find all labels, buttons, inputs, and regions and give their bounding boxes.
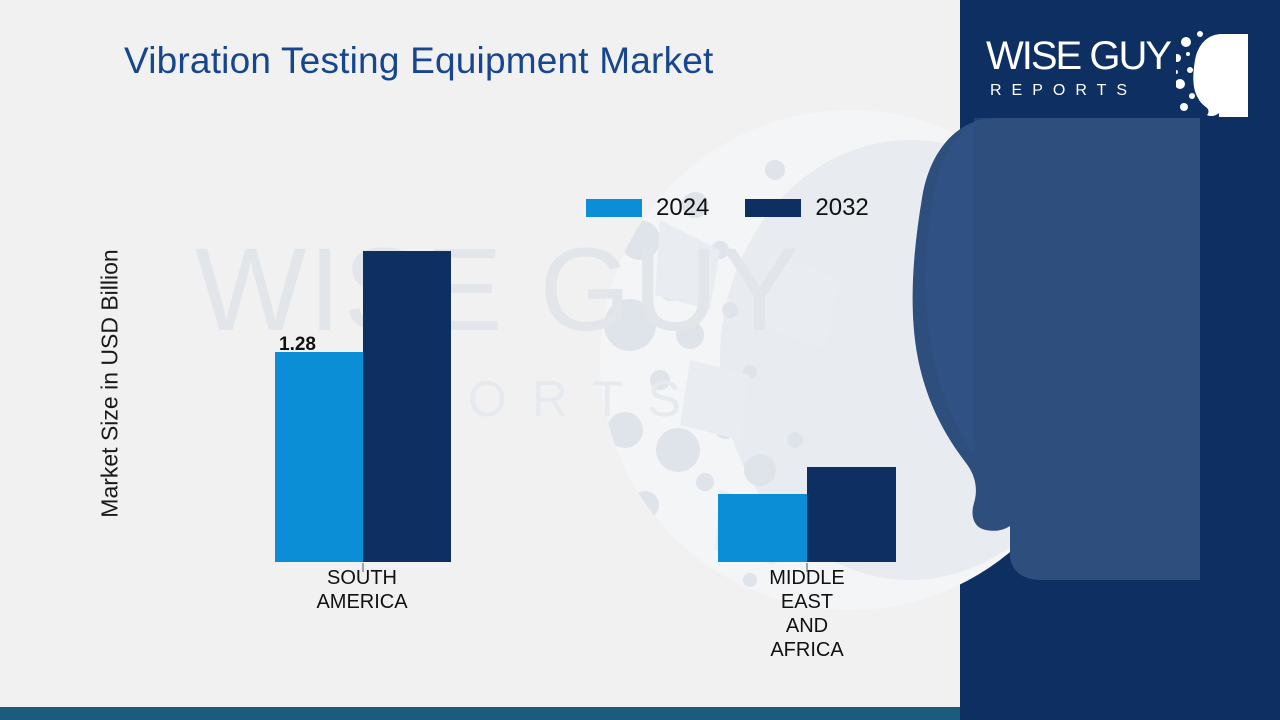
x-tick-south-america (362, 563, 364, 572)
footer-accent-bar (0, 707, 960, 720)
logo-wordmark: WISE GUY (986, 34, 1172, 78)
page-title: Vibration Testing Equipment Market (124, 40, 714, 81)
head-profile-icon (912, 118, 1200, 580)
chart-legend: 2024 2032 (586, 194, 869, 222)
x-category-line: SOUTH (327, 567, 397, 589)
logo-tagline: REPORTS (990, 82, 1138, 99)
legend-swatch-2024 (586, 199, 642, 217)
logo: WISE GUY REPORTS (980, 28, 1272, 120)
x-category-line: AMERICA (316, 591, 408, 613)
legend-item-2032[interactable]: 2032 (745, 194, 869, 222)
x-category-line: AND (785, 615, 829, 637)
bar-south-america-2032 (363, 251, 451, 562)
legend-label-2032: 2032 (815, 194, 869, 221)
legend-swatch-2032 (745, 199, 802, 217)
legend-item-2024[interactable]: 2024 (586, 194, 709, 222)
x-category-label-south-america: SOUTH AMERICA (292, 566, 432, 614)
legend-label-2024: 2024 (656, 194, 710, 221)
bar-label-south-america-2024: 1.28 (279, 334, 316, 355)
logo-head-profile-icon (1176, 31, 1248, 117)
bar-south-america-2024 (275, 352, 363, 562)
x-category-line: AFRICA (770, 639, 844, 661)
y-axis-label: Market Size in USD Billion (96, 249, 123, 518)
